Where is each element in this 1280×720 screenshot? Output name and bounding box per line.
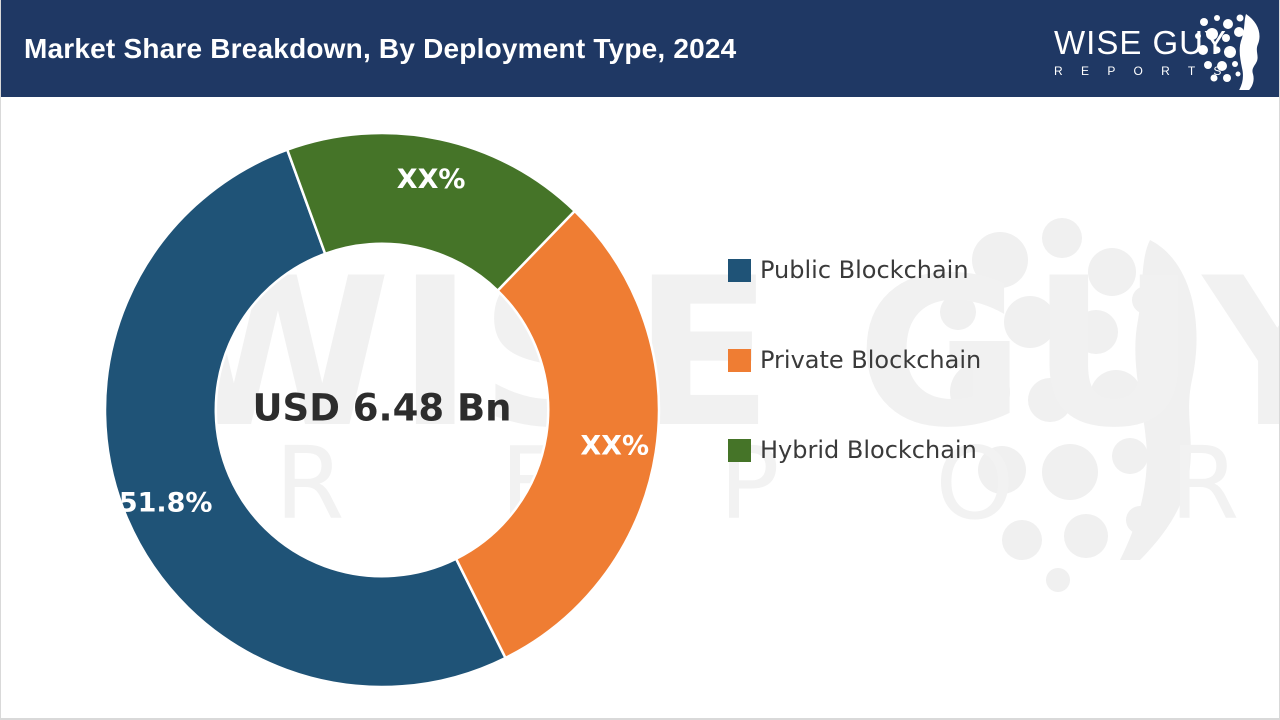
brand-face-icon (1195, 14, 1260, 90)
brand-logo-text: WISE GUY R E P O R T S (1054, 24, 1229, 78)
legend-label: Public Blockchain (760, 256, 969, 284)
donut-slice (454, 209, 661, 660)
brand-logo: WISE GUY R E P O R T S (1032, 8, 1262, 90)
donut-slice (103, 148, 507, 689)
donut-slice-label: XX% (580, 431, 649, 462)
legend-label: Private Blockchain (760, 346, 982, 374)
donut-slice-label: XX% (397, 164, 466, 195)
donut-slice (286, 131, 576, 292)
legend-item-public: Public Blockchain (728, 248, 981, 292)
legend-item-private: Private Blockchain (728, 338, 981, 382)
brand-subtitle: R E P O R T S (1054, 64, 1229, 78)
donut-slice-label: 51.8% (119, 487, 213, 518)
donut-svg: 51.8% XX% XX% (103, 131, 661, 689)
legend-swatch (728, 348, 751, 372)
legend-item-hybrid: Hybrid Blockchain (728, 428, 981, 472)
donut-center-value: USD 6.48 Bn (252, 386, 512, 430)
legend-label: Hybrid Blockchain (760, 436, 977, 464)
brand-name: WISE GUY (1054, 24, 1228, 61)
header: Market Share Breakdown, By Deployment Ty… (0, 0, 1280, 97)
donut-chart: 51.8% XX% XX% (0, 97, 1280, 720)
legend-swatch (728, 438, 751, 462)
legend-swatch (728, 258, 751, 282)
page-title: Market Share Breakdown, By Deployment Ty… (24, 32, 737, 64)
legend: Public Blockchain Private Blockchain Hyb… (728, 248, 981, 518)
